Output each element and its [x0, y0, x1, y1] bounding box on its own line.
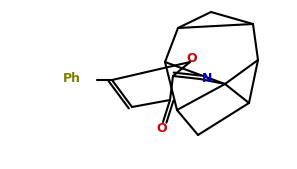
Text: Ph: Ph: [63, 71, 81, 84]
Text: O: O: [157, 122, 167, 135]
Text: N: N: [202, 73, 212, 86]
Text: O: O: [187, 52, 197, 65]
